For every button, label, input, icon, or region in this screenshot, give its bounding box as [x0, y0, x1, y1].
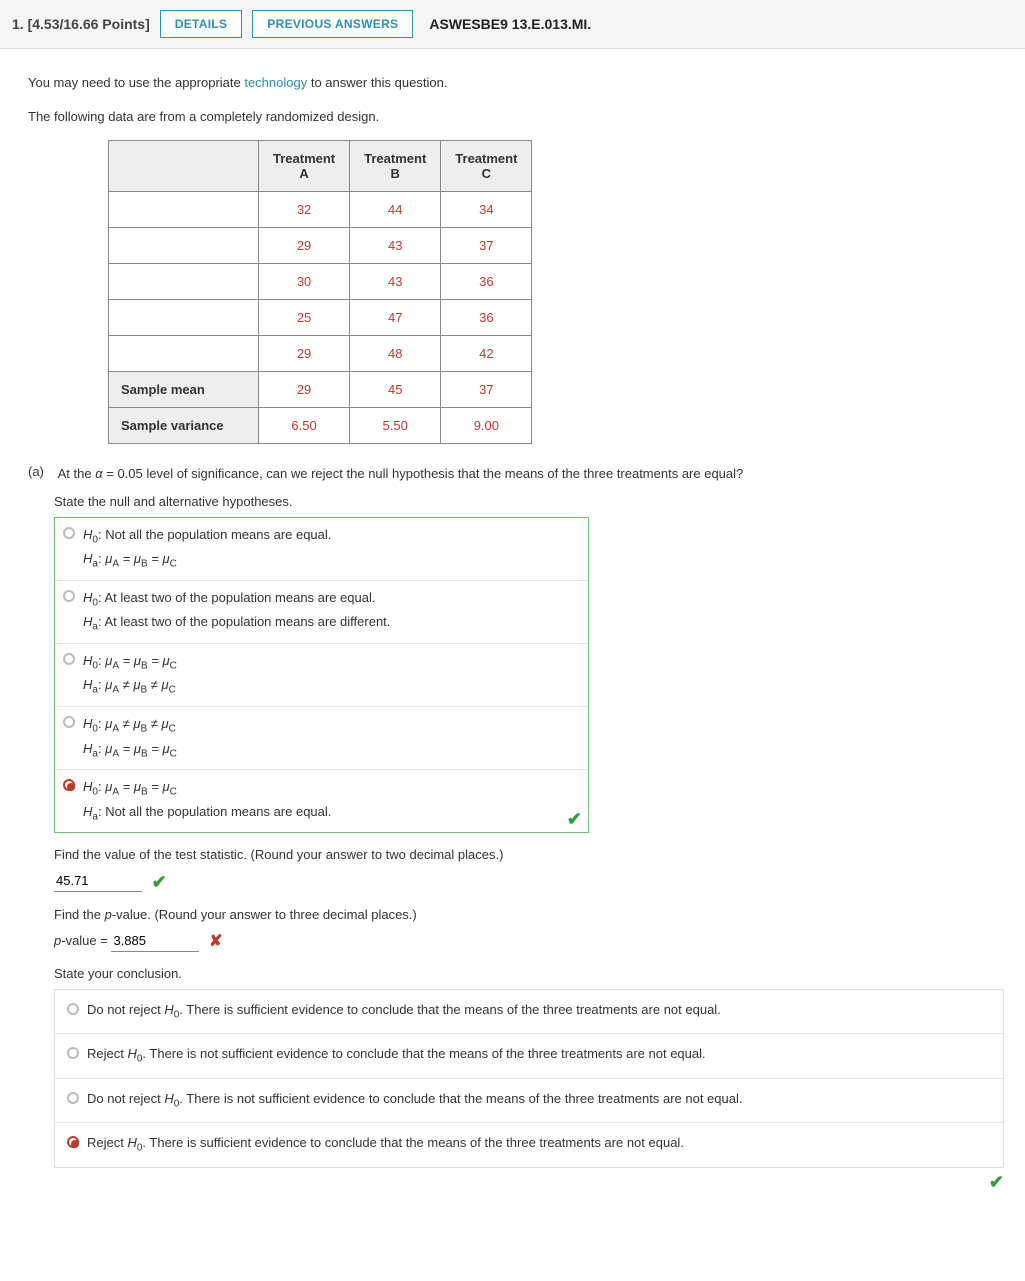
radio-icon[interactable] [63, 653, 75, 665]
concl-option-4[interactable]: Reject H0. There is sufficient evidence … [55, 1123, 1003, 1167]
table-row: 294337 [109, 228, 532, 264]
intro-design: The following data are from a completely… [28, 107, 997, 127]
radio-icon[interactable] [63, 527, 75, 539]
pvalue-answer: p-value = ✘ [54, 930, 997, 952]
pvalue-prompt: Find the p-value. (Round your answer to … [54, 907, 997, 922]
th-a: TreatmentA [259, 141, 350, 192]
data-table: TreatmentA TreatmentB TreatmentC 324434 … [108, 140, 532, 444]
table-row: 294842 [109, 336, 532, 372]
hyp-option-2[interactable]: H0: At least two of the population means… [55, 581, 588, 644]
hypotheses-instruction: State the null and alternative hypothese… [54, 494, 997, 509]
check-icon: ✔ [567, 809, 582, 830]
check-icon: ✔ [152, 872, 167, 892]
question-header: 1. [4.53/16.66 Points] DETAILS PREVIOUS … [0, 0, 1025, 49]
radio-icon[interactable] [63, 779, 75, 791]
cross-icon: ✘ [209, 933, 222, 950]
table-row-mean: Sample mean294537 [109, 372, 532, 408]
test-stat-answer: ✔ [54, 870, 997, 892]
table-row: 324434 [109, 192, 532, 228]
check-icon: ✔ [989, 1172, 1004, 1192]
th-c: TreatmentC [441, 141, 532, 192]
hypotheses-choice-box: H0: Not all the population means are equ… [54, 517, 589, 834]
question-number: 1. [4.53/16.66 Points] [12, 16, 150, 32]
concl-option-3[interactable]: Do not reject H0. There is not sufficien… [55, 1079, 1003, 1124]
conclusion-choice-box: Do not reject H0. There is sufficient ev… [54, 989, 1004, 1168]
table-row: 254736 [109, 300, 532, 336]
part-a: (a) At the α = 0.05 level of significanc… [28, 464, 997, 484]
technology-link[interactable]: technology [244, 75, 307, 90]
part-a-label: (a) [28, 464, 54, 479]
radio-icon[interactable] [67, 1003, 79, 1015]
concl-option-2[interactable]: Reject H0. There is not sufficient evide… [55, 1034, 1003, 1079]
concl-option-1[interactable]: Do not reject H0. There is sufficient ev… [55, 990, 1003, 1035]
radio-icon[interactable] [67, 1136, 79, 1148]
radio-icon[interactable] [63, 590, 75, 602]
intro-tech: You may need to use the appropriate tech… [28, 73, 997, 93]
th-b: TreatmentB [350, 141, 441, 192]
reference-code: ASWESBE9 13.E.013.MI. [429, 16, 591, 32]
table-row-var: Sample variance6.505.509.00 [109, 408, 532, 444]
previous-answers-button[interactable]: PREVIOUS ANSWERS [252, 10, 413, 38]
pvalue-input[interactable] [111, 930, 199, 952]
test-stat-prompt: Find the value of the test statistic. (R… [54, 847, 997, 862]
details-button[interactable]: DETAILS [160, 10, 243, 38]
conclusion-prompt: State your conclusion. [54, 966, 997, 981]
th-blank [109, 141, 259, 192]
radio-icon[interactable] [63, 716, 75, 728]
hyp-option-3[interactable]: H0: μA = μB = μC Ha: μA ≠ μB ≠ μC [55, 644, 588, 707]
hyp-option-1[interactable]: H0: Not all the population means are equ… [55, 518, 588, 581]
radio-icon[interactable] [67, 1047, 79, 1059]
part-a-question: At the α = 0.05 level of significance, c… [58, 464, 997, 484]
table-row: 304336 [109, 264, 532, 300]
hyp-option-4[interactable]: H0: μA ≠ μB ≠ μC Ha: μA = μB = μC [55, 707, 588, 770]
radio-icon[interactable] [67, 1092, 79, 1104]
hyp-option-5[interactable]: H0: μA = μB = μC Ha: Not all the populat… [55, 770, 588, 832]
test-stat-input[interactable] [54, 870, 142, 892]
